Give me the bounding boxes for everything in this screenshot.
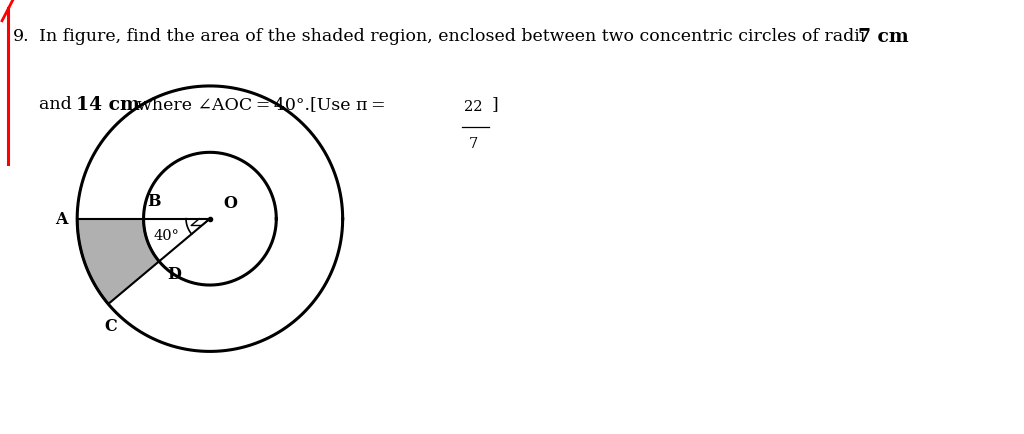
Text: 9.: 9. xyxy=(13,28,30,45)
Text: where ∠AOC = 40°.[Use π =: where ∠AOC = 40°.[Use π = xyxy=(137,95,389,112)
Text: C: C xyxy=(104,318,118,335)
Text: B: B xyxy=(147,193,161,210)
Text: D: D xyxy=(167,266,181,283)
Text: 40°: 40° xyxy=(154,228,179,242)
Text: 7 cm: 7 cm xyxy=(858,28,908,46)
Text: and: and xyxy=(39,95,77,112)
Text: 22: 22 xyxy=(464,100,482,114)
Text: O: O xyxy=(223,194,238,211)
Text: In figure, find the area of the shaded region, enclosed between two concentric c: In figure, find the area of the shaded r… xyxy=(39,28,870,45)
Text: A: A xyxy=(55,210,68,228)
Text: ]: ] xyxy=(492,95,499,112)
Text: 7: 7 xyxy=(469,137,478,151)
Polygon shape xyxy=(77,219,159,304)
Text: 14 cm: 14 cm xyxy=(76,95,139,113)
